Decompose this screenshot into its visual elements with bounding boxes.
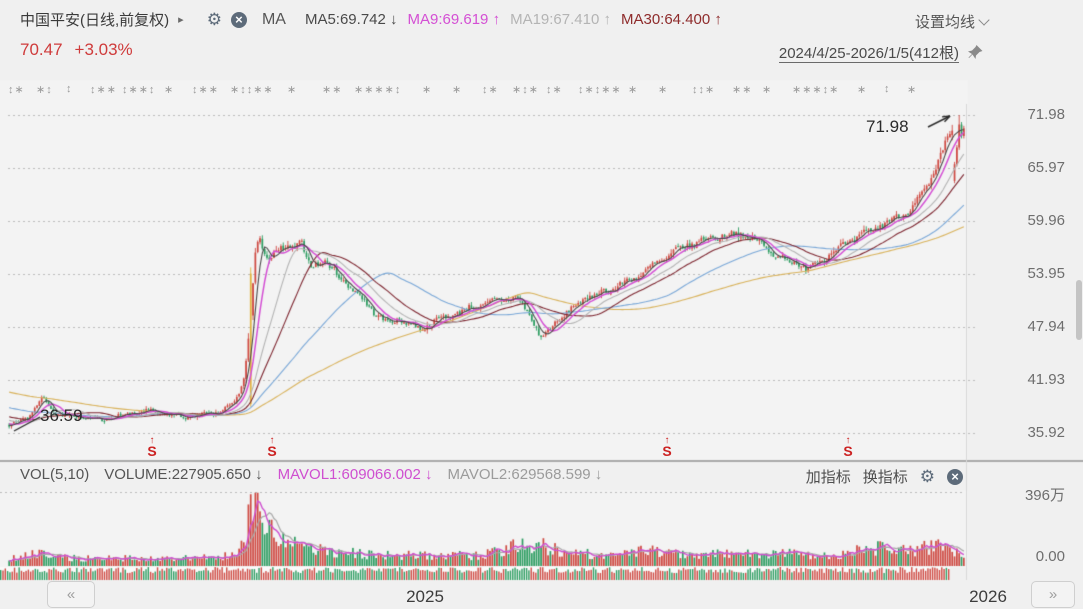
price-axis-label-4: 47.94 [1027, 318, 1065, 335]
volume-value-1: VOLUME:227905.650 ↓ [104, 466, 263, 483]
announcement-marker-icon[interactable]: ∗∗∗↕∗ [792, 84, 840, 96]
symbol-title: 中国平安(日线,前复权) [20, 12, 170, 29]
chevron-down-icon [978, 13, 990, 26]
ma-settings-button[interactable]: 设置均线 [914, 11, 990, 32]
time-axis-label-2026: 2026 [969, 587, 1007, 606]
volume-gear-icon[interactable]: ⚙ [919, 467, 935, 486]
announcement-marker-icon[interactable]: ↕↕∗ [692, 84, 716, 96]
dividend-arrow-icon: ↑ [269, 435, 275, 446]
announcement-marker-icon[interactable]: ↕ [66, 83, 73, 95]
price-axis-label-3: 53.95 [1027, 265, 1065, 282]
price-axis-label-5: 41.93 [1027, 371, 1065, 388]
price-change-percent: +3.03% [74, 40, 133, 59]
title-caret-icon[interactable]: ▸ [178, 14, 184, 26]
announcement-marker-icon[interactable]: ∗ [628, 84, 639, 96]
dividend-marker-icon[interactable]: ↑ S [265, 435, 279, 459]
ma-value-0: MA5:69.742 ↓ [304, 10, 398, 28]
announcement-marker-icon[interactable]: ∗ [164, 84, 175, 96]
volume-value-3: MAVOL2:629568.599 ↓ [447, 466, 603, 483]
scroll-right-button[interactable]: » [1031, 581, 1075, 608]
announcement-marker-icon[interactable]: ∗ [762, 84, 773, 96]
visible-range: 2024/4/25-2026/1/5(412根) [778, 42, 959, 63]
announcement-marker-icon[interactable]: ↕ [884, 83, 891, 95]
add-indicator-button[interactable]: 加指标 [805, 469, 851, 486]
dividend-arrow-icon: ↑ [845, 435, 851, 446]
announcement-marker-icon[interactable]: ∗∗∗∗↕ [354, 84, 402, 96]
dividend-arrow-icon: ↑ [664, 435, 670, 446]
ma-close-icon[interactable]: × [230, 11, 247, 28]
ma-indicator-label: MA [261, 10, 286, 28]
volume-axis-max-label: 396万 [1024, 487, 1065, 504]
announcement-marker-icon[interactable]: ↕∗∗ [192, 84, 219, 96]
vertical-scrollbar-thumb[interactable] [1076, 280, 1082, 340]
dividend-marker-icon[interactable]: ↑ S [841, 435, 855, 459]
dividend-marker-icon[interactable]: ↑ S [145, 435, 159, 459]
price-axis-label-0: 71.98 [1027, 106, 1065, 123]
announcement-marker-icon[interactable]: ∗∗ [322, 84, 343, 96]
ma-gear-icon[interactable]: ⚙ [206, 10, 222, 29]
announcement-marker-icon[interactable]: ∗ [287, 84, 298, 96]
announcement-marker-icon[interactable]: ∗↕∗ [512, 84, 539, 96]
dividend-arrow-icon: ↑ [149, 435, 155, 446]
ma-value-1: MA9:69.619 ↑ [407, 10, 501, 28]
low-price-annotation: 36.59 [40, 406, 83, 425]
high-price-annotation: 71.98 [866, 117, 909, 136]
announcement-marker-icon[interactable]: ∗ [422, 84, 433, 96]
announcement-marker-icon[interactable]: ∗ [857, 84, 868, 96]
switch-indicator-button[interactable]: 换指标 [862, 469, 908, 486]
announcement-marker-icon[interactable]: ∗ [907, 84, 918, 96]
ma-values-row: MA5:69.742 ↓ MA9:69.619 ↑ MA19:67.410 ↑ MA3… [295, 11, 722, 29]
announcement-marker-icon[interactable]: ↕∗∗↕ [122, 84, 156, 96]
price-axis-label-1: 65.97 [1027, 159, 1065, 176]
date-range-link[interactable]: 2024/4/25-2026/1/5(412根) [778, 45, 959, 63]
price-axis-label-2: 59.96 [1027, 212, 1065, 229]
volume-value-2: MAVOL1:609066.002 ↓ [277, 466, 433, 483]
pin-icon[interactable] [967, 44, 983, 60]
quote-row: 70.47 +3.03% [20, 40, 133, 60]
time-axis-label-2025: 2025 [406, 587, 444, 606]
announcement-marker-icon[interactable]: ∗↕↕∗∗ [230, 84, 274, 96]
announcement-marker-icon[interactable]: ∗∗ [732, 84, 753, 96]
announcement-marker-icon[interactable]: ↕∗∗ [90, 84, 117, 96]
announcement-marker-icon[interactable]: ↕∗ [482, 84, 499, 96]
ma-value-3: MA30:64.400 ↑ [620, 10, 722, 28]
volume-axis-zero-label: 0.00 [1035, 548, 1065, 565]
price-axis-label-6: 35.92 [1027, 424, 1065, 441]
scroll-left-button[interactable]: « [47, 581, 95, 608]
announcement-marker-icon[interactable]: ∗ [452, 84, 463, 96]
volume-indicator-row: VOL(5,10) VOLUME:227905.650 ↓ MAVOL1:60906… [20, 466, 608, 483]
announcement-marker-icon[interactable]: ↕∗ [8, 84, 25, 96]
volume-value-0: VOL(5,10) [20, 466, 90, 483]
ma-value-2: MA19:67.410 ↑ [510, 10, 611, 28]
dividend-marker-icon[interactable]: ↑ S [660, 435, 674, 459]
volume-close-icon[interactable]: × [947, 468, 963, 485]
volume-pane-tools: 加指标 换指标 ⚙ × [806, 466, 963, 487]
announcement-marker-icon[interactable]: ↕∗↕∗∗ [578, 84, 622, 96]
last-price: 70.47 [20, 40, 63, 59]
ma-settings-label: 设置均线 [914, 14, 975, 31]
announcement-marker-icon[interactable]: ↕∗ [546, 84, 563, 96]
announcement-marker-icon[interactable]: ∗↕ [36, 84, 53, 96]
chart-header: 中国平安(日线,前复权) ▸ ⚙ × MA MA5:69.742 ↓ MA9:69… [20, 9, 722, 30]
announcement-marker-icon[interactable]: ∗ [658, 84, 669, 96]
